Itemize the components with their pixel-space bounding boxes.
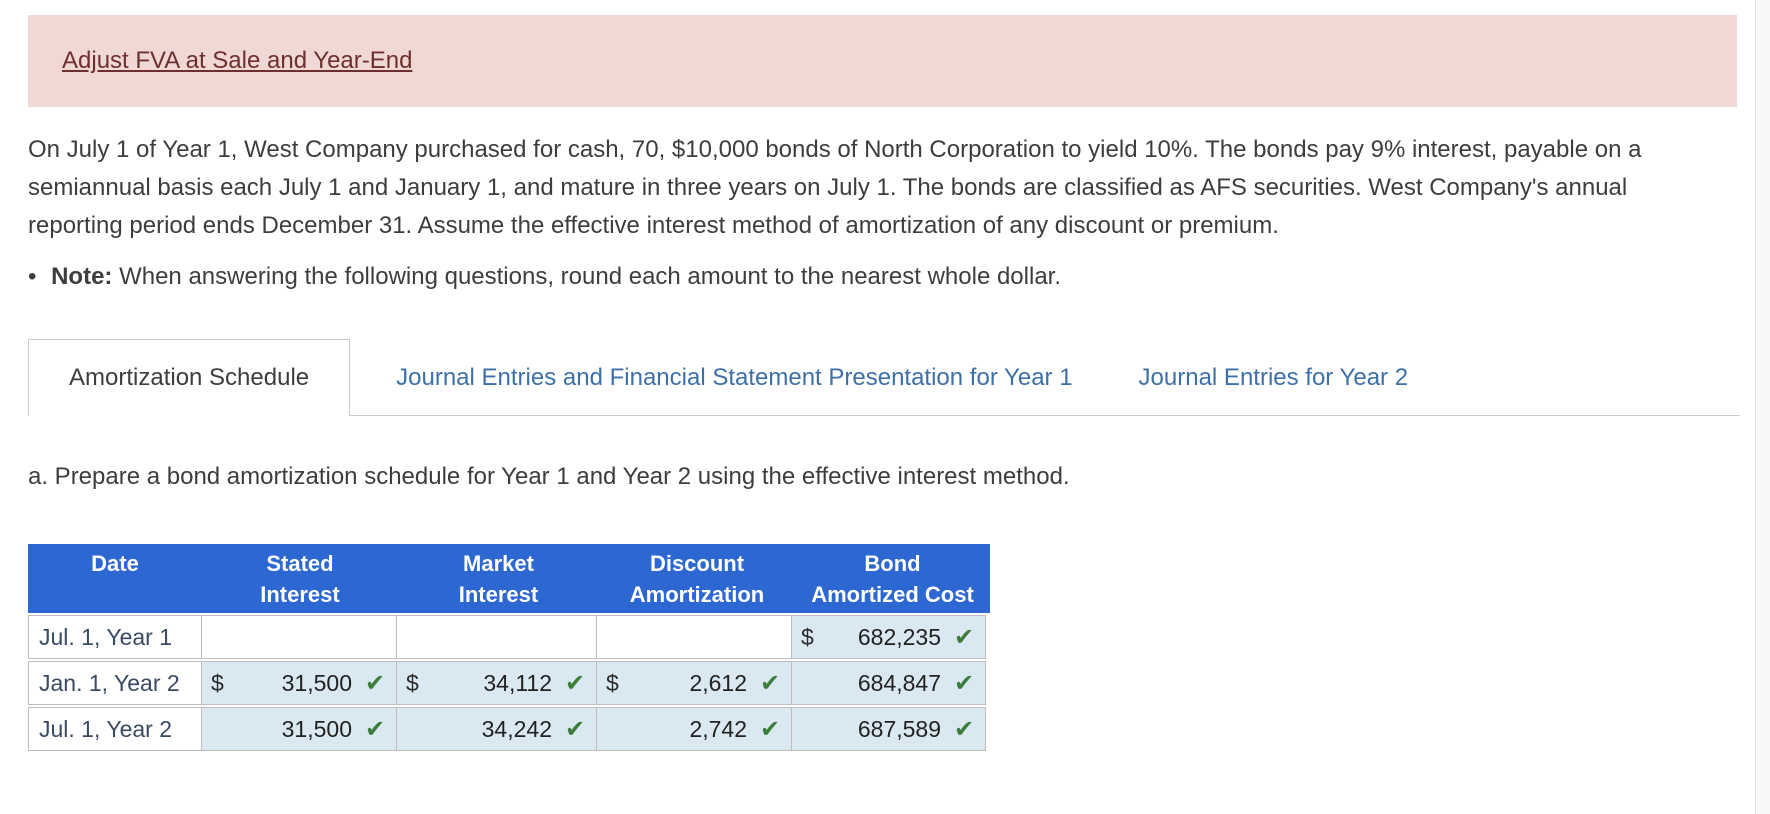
check-icon: ✔ xyxy=(564,669,586,697)
dollar-sign: $ xyxy=(211,669,224,696)
header-discount-amortization: Discount Amortization xyxy=(629,551,765,607)
check-icon: ✔ xyxy=(953,669,975,697)
scrollbar[interactable] xyxy=(1755,0,1770,814)
check-icon: ✔ xyxy=(953,623,975,651)
bullet-icon: • xyxy=(28,263,37,290)
check-icon: ✔ xyxy=(759,715,781,743)
cell-value: 687,589 xyxy=(857,715,941,742)
stated-interest-cell[interactable]: 31,500 ✔ xyxy=(201,707,397,751)
cell-value: 682,235 xyxy=(857,623,941,650)
check-icon: ✔ xyxy=(953,715,975,743)
tab-amortization-schedule[interactable]: Amortization Schedule xyxy=(28,339,351,416)
note-text: When answering the following questions, … xyxy=(119,263,1061,290)
tab-journal-entries-year1[interactable]: Journal Entries and Financial Statement … xyxy=(396,363,1073,391)
note-label: Note: xyxy=(51,263,113,290)
page: Adjust FVA at Sale and Year-End On July … xyxy=(28,15,1740,751)
table-header-row: Date Stated Interest Market Interest Dis… xyxy=(28,544,990,613)
cell-value: 31,500 xyxy=(281,715,352,742)
cell-value: 31,500 xyxy=(281,669,352,696)
stated-interest-cell[interactable]: $ 31,500 ✔ xyxy=(201,661,397,705)
dollar-sign: $ xyxy=(801,623,814,650)
note-line: • Note: When answering the following que… xyxy=(28,261,1736,293)
cell-value: 2,612 xyxy=(689,669,747,696)
instruction-text: a. Prepare a bond amortization schedule … xyxy=(28,463,1070,490)
market-interest-cell[interactable]: $ 34,112 ✔ xyxy=(396,661,597,705)
header-date: Date xyxy=(91,551,139,576)
header-stated-interest: Stated Interest xyxy=(260,551,340,607)
header-bond-amortized-cost: Bond Amortized Cost xyxy=(811,551,974,607)
market-interest-cell[interactable] xyxy=(396,615,597,659)
table-row-jul1-year2: Jul. 1, Year 2 31,500 ✔ 34,242 ✔ 2,742 ✔… xyxy=(28,707,990,751)
date-cell: Jan. 1, Year 2 xyxy=(28,661,202,705)
table-row-jul1-year1: Jul. 1, Year 1 $ 682,235 ✔ xyxy=(28,615,990,659)
cell-value: 684,847 xyxy=(857,669,941,696)
banner-link[interactable]: Adjust FVA at Sale and Year-End xyxy=(62,47,413,74)
header-market-interest: Market Interest xyxy=(458,551,539,607)
tab-bar: Amortization Schedule Journal Entries an… xyxy=(28,339,1740,416)
bond-amortized-cost-cell[interactable]: $ 682,235 ✔ xyxy=(791,615,986,659)
discount-amortization-cell[interactable]: $ 2,612 ✔ xyxy=(596,661,792,705)
check-icon: ✔ xyxy=(364,669,386,697)
date-cell: Jul. 1, Year 2 xyxy=(28,707,202,751)
table-row-jan1-year2: Jan. 1, Year 2 $ 31,500 ✔ $ 34,112 ✔ $ 2… xyxy=(28,661,990,705)
stated-interest-cell[interactable] xyxy=(201,615,397,659)
dollar-sign: $ xyxy=(606,669,619,696)
check-icon: ✔ xyxy=(564,715,586,743)
cell-value: 34,242 xyxy=(481,715,552,742)
market-interest-cell[interactable]: 34,242 ✔ xyxy=(396,707,597,751)
bond-amortized-cost-cell[interactable]: 687,589 ✔ xyxy=(791,707,986,751)
discount-amortization-cell[interactable] xyxy=(596,615,792,659)
discount-amortization-cell[interactable]: 2,742 ✔ xyxy=(596,707,792,751)
amortization-table: Date Stated Interest Market Interest Dis… xyxy=(28,544,990,751)
cell-value: 34,112 xyxy=(483,669,552,696)
dollar-sign: $ xyxy=(406,669,419,696)
check-icon: ✔ xyxy=(364,715,386,743)
date-cell: Jul. 1, Year 1 xyxy=(28,615,202,659)
problem-text: On July 1 of Year 1, West Company purcha… xyxy=(28,136,1642,239)
tab-journal-entries-year2[interactable]: Journal Entries for Year 2 xyxy=(1138,363,1409,391)
alert-banner: Adjust FVA at Sale and Year-End xyxy=(28,15,1737,107)
check-icon: ✔ xyxy=(759,669,781,697)
cell-value: 2,742 xyxy=(689,715,747,742)
bond-amortized-cost-cell[interactable]: 684,847 ✔ xyxy=(791,661,986,705)
